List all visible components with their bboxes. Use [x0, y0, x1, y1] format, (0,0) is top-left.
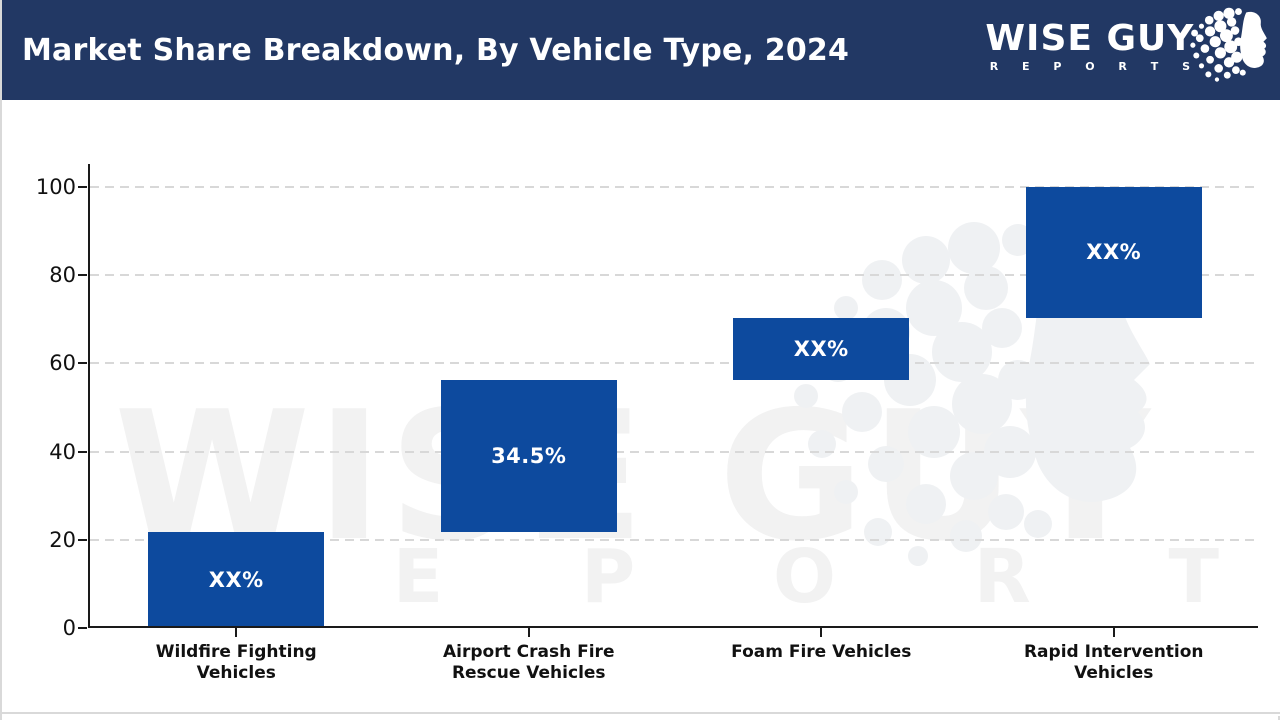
x-axis-line — [88, 626, 1258, 628]
y-tick-mark-80 — [78, 274, 87, 277]
category-label-1: Airport Crash Fire Rescue Vehicles — [443, 642, 615, 683]
bar-segment-0: XX% — [148, 532, 325, 628]
bar-value-label-1: 34.5% — [491, 444, 567, 469]
y-tick-mark-0 — [78, 627, 87, 629]
header-banner: Market Share Breakdown, By Vehicle Type,… — [2, 0, 1280, 100]
y-tick-label-20: 20 — [49, 527, 76, 552]
y-tick-label-100: 100 — [35, 175, 76, 199]
y-tick-label-60: 60 — [49, 351, 76, 376]
gridline-40 — [90, 450, 1258, 453]
chart-area: WISE GUY R E P O R T S 020406080100XX%Wi… — [2, 100, 1280, 716]
dotted-face-icon — [1190, 7, 1267, 82]
page-title: Market Share Breakdown, By Vehicle Type,… — [22, 32, 850, 68]
y-tick-label-40: 40 — [49, 439, 76, 464]
logo-wordmark: WISE GUY — [985, 18, 1195, 60]
logo-text: WISE GUY R E P O R T S — [980, 19, 1200, 73]
bar-value-label-3: XX% — [1086, 240, 1142, 265]
bar-segment-3: XX% — [1025, 187, 1202, 318]
y-tick-mark-20 — [78, 538, 87, 541]
bottom-border — [2, 712, 1280, 714]
y-tick-mark-40 — [78, 450, 87, 453]
gridline-80 — [90, 274, 1258, 277]
bar-value-label-0: XX% — [208, 568, 264, 593]
x-tick-mark-0 — [235, 628, 238, 637]
x-tick-mark-1 — [527, 628, 530, 637]
bar-segment-2: XX% — [733, 317, 910, 381]
x-tick-mark-3 — [1112, 628, 1115, 637]
x-tick-mark-2 — [820, 628, 823, 637]
gridline-60 — [90, 362, 1258, 365]
logo-subtitle: R E P O R T S — [989, 59, 1200, 73]
wise-guy-reports-logo: WISE GUY R E P O R T S — [980, 4, 1272, 88]
y-tick-label-80: 80 — [49, 263, 76, 288]
category-label-0: Wildfire Fighting Vehicles — [155, 642, 317, 683]
bar-segment-1: 34.5% — [440, 380, 617, 533]
y-tick-mark-60 — [78, 362, 87, 365]
y-tick-mark-100 — [78, 186, 87, 188]
watermark-subtitle: R E P O R T S — [198, 534, 1280, 620]
category-label-2: Foam Fire Vehicles — [731, 642, 912, 662]
category-label-3: Rapid Intervention Vehicles — [1023, 642, 1204, 683]
gridline-100 — [90, 186, 1258, 188]
bar-value-label-2: XX% — [793, 336, 849, 361]
y-tick-label-0: 0 — [62, 616, 76, 640]
gridline-20 — [90, 538, 1258, 541]
y-axis-line — [88, 164, 90, 628]
